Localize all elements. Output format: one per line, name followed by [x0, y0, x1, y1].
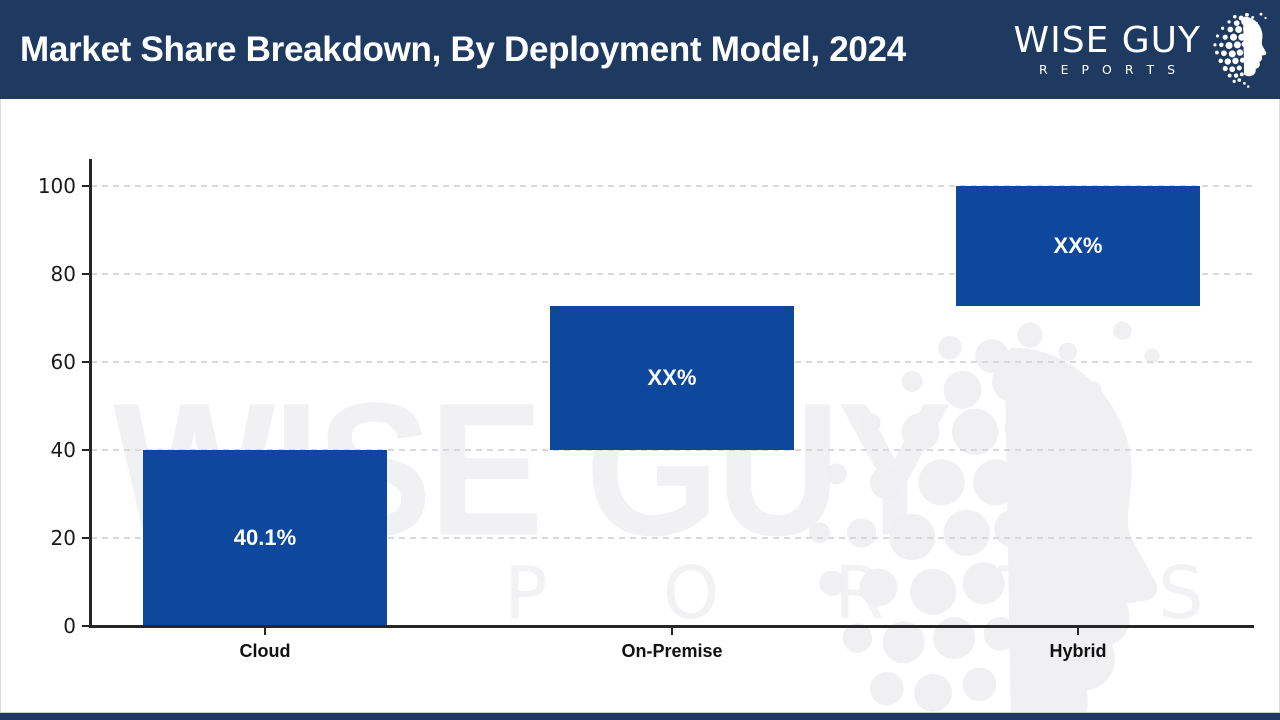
gridline: [91, 449, 1254, 451]
logo-wordmark: WISE GUY R E P O R T S: [1013, 19, 1202, 77]
header-bar: Market Share Breakdown, By Deployment Mo…: [0, 0, 1280, 99]
chart-title: Market Share Breakdown, By Deployment Mo…: [20, 29, 906, 69]
x-category-label: Hybrid: [1049, 641, 1107, 661]
bar-value-label: XX%: [1053, 233, 1103, 259]
x-tick-mark: [1077, 628, 1079, 635]
gridline: [91, 185, 1254, 187]
y-tick-label: 20: [50, 526, 76, 550]
bar-value-label: 40.1%: [233, 524, 297, 550]
chart-canvas: WISE GUY R E P O R T S 0 20 40 60 80 100 40.1%…: [0, 99, 1280, 713]
y-tick-label: 0: [63, 614, 76, 638]
y-tick-mark: [82, 625, 91, 627]
y-axis-line: [89, 159, 92, 628]
bar-value-label: XX%: [647, 364, 697, 390]
gridline: [91, 537, 1254, 539]
bar-cloud: [143, 449, 387, 626]
wiseguy-head-icon: [1206, 11, 1270, 89]
wiseguy-logo: WISE GUY R E P O R T S: [1014, 11, 1280, 89]
y-tick-label: 40: [50, 438, 76, 462]
y-tick-mark: [82, 537, 91, 539]
y-tick-mark: [82, 361, 91, 363]
bar-on-premise: [550, 306, 794, 450]
logo-line2: R E P O R T S: [1038, 61, 1180, 77]
x-category-label: Cloud: [239, 641, 291, 661]
plot-area: 0 20 40 60 80 100 40.1% Cloud XX% On-Premise XX% Hy…: [1, 99, 1279, 713]
y-tick-label: 100: [37, 174, 76, 198]
y-tick-mark: [82, 185, 91, 187]
footer-bar: [0, 712, 1280, 720]
gridline: [91, 273, 1254, 275]
x-tick-mark: [671, 628, 673, 635]
y-tick-mark: [82, 273, 91, 275]
x-tick-mark: [264, 628, 266, 635]
x-axis-line: [89, 625, 1254, 628]
x-category-label: On-Premise: [621, 641, 723, 661]
y-tick-mark: [82, 449, 91, 451]
bar-hybrid: [956, 186, 1200, 307]
y-tick-label: 80: [50, 262, 76, 286]
logo-line1: WISE GUY: [1013, 19, 1201, 61]
y-tick-label: 60: [50, 350, 76, 374]
